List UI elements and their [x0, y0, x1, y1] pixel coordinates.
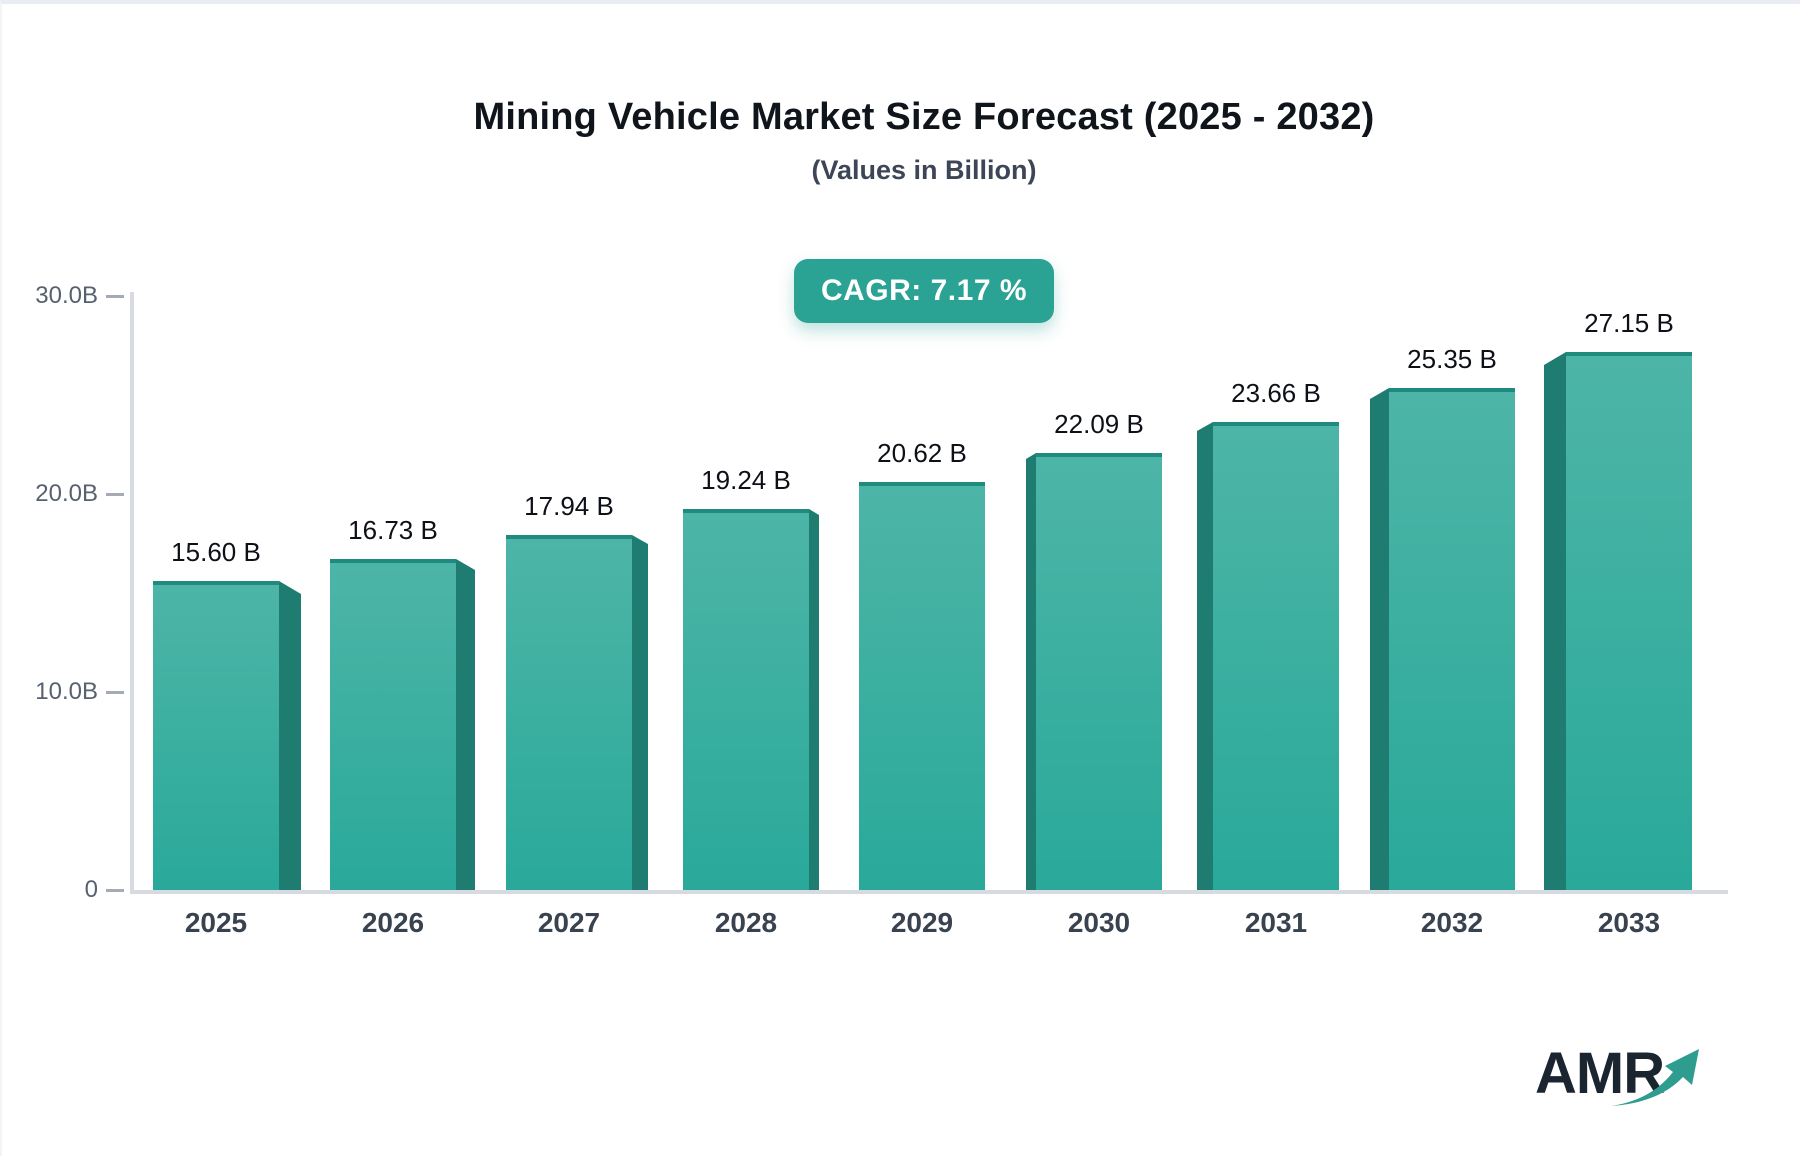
bar-side-face: [1370, 388, 1389, 890]
bar: [1036, 453, 1162, 890]
amr-logo-text: AMR: [1535, 1041, 1665, 1106]
bar-side-face: [1544, 352, 1566, 890]
bar: [330, 559, 456, 890]
x-axis-label: 2030: [1067, 907, 1131, 938]
x-axis-label: 2025: [184, 907, 248, 938]
x-axis-label: 2026: [361, 907, 425, 938]
y-axis-tick: [106, 889, 124, 892]
y-axis-tick: [106, 295, 124, 298]
bar: [1389, 388, 1515, 890]
x-axis-label: 2028: [714, 907, 778, 938]
bar-value-label: 25.35 B: [1407, 344, 1497, 374]
bar: [153, 581, 279, 890]
bar: [506, 535, 632, 890]
x-axis-line: [130, 890, 1728, 894]
y-axis-tick: [106, 493, 124, 496]
y-axis-label: 20.0B: [35, 480, 98, 507]
chart-subtitle: (Values in Billion): [811, 155, 1037, 185]
chart-header: Mining Vehicle Market Size Forecast (202…: [132, 96, 1716, 186]
y-axis-line: [130, 292, 134, 894]
bar-side-face: [1026, 453, 1036, 890]
growth-arrow-icon: [1611, 1049, 1699, 1106]
y-axis-label: 30.0B: [35, 282, 98, 309]
bar-side-face: [279, 581, 301, 890]
bar-side-face: [809, 509, 819, 890]
bar-value-label: 16.73 B: [348, 515, 438, 545]
bar-side-face: [456, 559, 475, 890]
y-axis-tick: [106, 691, 124, 694]
cagr-badge: CAGR: 7.17 %: [794, 259, 1054, 323]
bar-side-face: [632, 535, 648, 890]
bar-value-label: 23.66 B: [1231, 378, 1321, 408]
x-axis-label: 2027: [537, 907, 601, 938]
bar-value-label: 19.24 B: [701, 465, 791, 495]
bar-value-label: 17.94 B: [524, 491, 614, 521]
y-axis-label: 0: [84, 876, 98, 903]
bar: [1566, 352, 1692, 890]
chart-plot: 30.0B 20.0B 10.0B 0 15.60 B 2025 16.73 B 2026 17…: [2, 4, 1800, 1160]
amr-logo: AMR: [1535, 1040, 1715, 1110]
x-axis-label: 2031: [1244, 907, 1308, 938]
x-axis-label: 2033: [1597, 907, 1661, 938]
chart-title: Mining Vehicle Market Size Forecast (202…: [473, 96, 1375, 138]
x-axis-label: 2032: [1420, 907, 1484, 938]
bar: [859, 482, 985, 890]
bar-value-label: 22.09 B: [1054, 409, 1144, 439]
bar-value-label: 20.62 B: [877, 438, 967, 468]
x-axis-label: 2029: [890, 907, 954, 938]
bar-value-label: 15.60 B: [171, 537, 261, 567]
bar-side-face: [1197, 422, 1213, 890]
y-axis-label: 10.0B: [35, 678, 98, 705]
bar: [1213, 422, 1339, 890]
bar-value-label: 27.15 B: [1584, 308, 1674, 338]
bar: [683, 509, 809, 890]
